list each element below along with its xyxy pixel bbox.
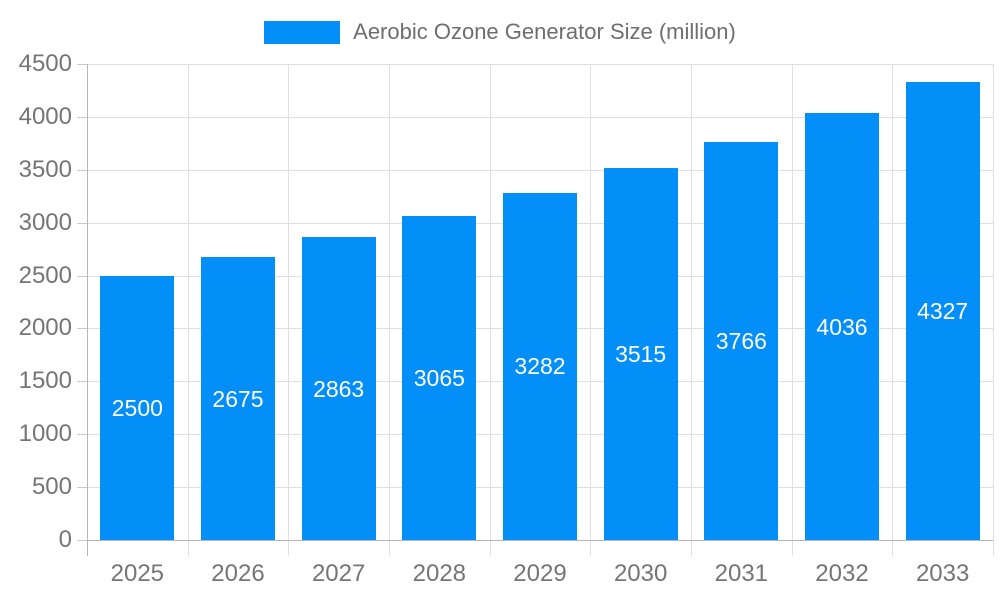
bar-value-label: 4327 (917, 298, 969, 325)
gridline-vertical (389, 64, 390, 556)
x-axis-tick-label: 2031 (714, 560, 769, 587)
gridline-horizontal (87, 116, 993, 118)
y-axis-tick-label: 500 (31, 473, 72, 501)
y-axis-tick (77, 116, 87, 118)
y-axis-tick-label: 4000 (18, 102, 72, 130)
bar-value-label: 2675 (212, 385, 264, 412)
legend-swatch-icon (264, 20, 341, 44)
gridline-vertical (691, 64, 692, 556)
x-axis-tick-label: 2027 (311, 560, 366, 587)
y-axis-tick-label: 2000 (18, 314, 72, 342)
bar-2027[interactable] (301, 237, 376, 540)
x-axis-tick-label: 2026 (211, 560, 265, 587)
gridline-vertical (993, 64, 994, 556)
x-axis-tick-label: 2030 (613, 560, 668, 587)
y-axis-tick (77, 540, 87, 541)
bar-2031[interactable] (704, 141, 779, 540)
bar-2025[interactable] (100, 275, 175, 540)
bar-value-label: 4036 (816, 313, 868, 340)
y-axis-tick (77, 275, 87, 277)
y-axis-tick (77, 222, 87, 224)
y-axis-line (87, 64, 88, 556)
gridline-vertical (187, 64, 189, 556)
gridline-vertical (288, 64, 290, 556)
y-axis-tick-label: 0 (58, 526, 72, 553)
bar-2032[interactable] (805, 113, 879, 540)
gridline-horizontal (87, 169, 993, 171)
x-axis-tick-label: 2028 (412, 560, 467, 587)
bar-2026[interactable] (201, 257, 275, 540)
x-axis-line (87, 540, 993, 541)
x-axis-tick-label: 2032 (815, 560, 869, 587)
gridline-horizontal (87, 64, 993, 65)
x-axis-tick-label: 2025 (110, 560, 165, 587)
y-axis-tick (77, 487, 87, 489)
y-axis-tick (77, 169, 87, 171)
y-axis-tick (77, 381, 87, 383)
bar-value-label: 3282 (514, 353, 566, 380)
bar-value-label: 3766 (715, 327, 767, 354)
y-axis-tick (77, 434, 87, 436)
x-axis-tick-label: 2029 (513, 560, 567, 587)
gridline-vertical (791, 64, 793, 556)
y-axis-tick-label: 3500 (18, 155, 72, 183)
y-axis-tick-label: 3000 (18, 208, 72, 236)
bar-value-label: 3515 (615, 341, 667, 368)
bar-2029[interactable] (503, 192, 577, 540)
y-axis-tick-label: 4500 (18, 50, 72, 77)
legend-label: Aerobic Ozone Generator Size (million) (353, 19, 736, 44)
x-axis-tick-label: 2033 (915, 560, 970, 587)
bar-2030[interactable] (603, 168, 678, 540)
legend[interactable]: Aerobic Ozone Generator Size (million) (0, 19, 1000, 45)
y-axis-tick-label: 1500 (18, 367, 72, 395)
y-axis-tick (77, 64, 87, 65)
bar-value-label: 2500 (111, 394, 163, 421)
y-axis-tick-label: 2500 (18, 261, 72, 289)
bar-value-label: 3065 (413, 364, 465, 391)
bar-2033[interactable] (905, 82, 980, 540)
gridline-vertical (590, 64, 592, 556)
gridline-vertical (489, 64, 491, 556)
bar-value-label: 2863 (313, 375, 365, 402)
y-axis-tick-label: 1000 (18, 420, 72, 448)
gridline-vertical (892, 64, 894, 556)
bar-2028[interactable] (402, 215, 477, 540)
y-axis-tick (77, 328, 87, 330)
